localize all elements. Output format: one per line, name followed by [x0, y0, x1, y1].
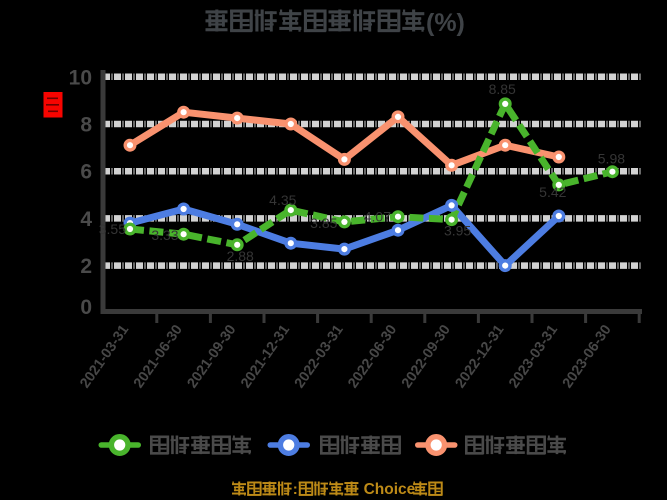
- svg-text:3.55: 3.55: [99, 221, 126, 237]
- svg-text:2.88: 2.88: [227, 248, 254, 264]
- svg-text:Choice: Choice: [364, 481, 416, 498]
- svg-text:8.85: 8.85: [489, 81, 516, 97]
- svg-text:5.98: 5.98: [598, 151, 625, 167]
- svg-text::: :: [293, 481, 298, 498]
- svg-text:8: 8: [80, 114, 92, 137]
- svg-text:6: 6: [80, 161, 92, 184]
- svg-text:4.07: 4.07: [364, 209, 391, 225]
- svg-text:4.35: 4.35: [269, 192, 296, 208]
- svg-text:10: 10: [69, 66, 92, 89]
- svg-text:3.95: 3.95: [444, 223, 471, 239]
- svg-text:0: 0: [80, 296, 92, 319]
- svg-text:3.33: 3.33: [151, 227, 178, 243]
- svg-text:5.42: 5.42: [539, 184, 566, 200]
- svg-text:4: 4: [80, 208, 92, 231]
- svg-text:2: 2: [80, 255, 92, 278]
- svg-text:(%): (%): [426, 9, 465, 37]
- svg-text:3.85: 3.85: [310, 215, 337, 231]
